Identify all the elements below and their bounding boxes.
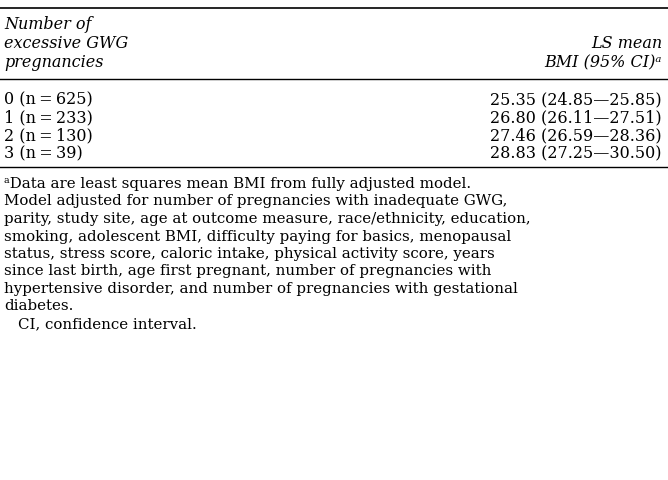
Text: status, stress score, caloric intake, physical activity score, years: status, stress score, caloric intake, ph… [4, 247, 495, 261]
Text: since last birth, age first pregnant, number of pregnancies with: since last birth, age first pregnant, nu… [4, 264, 492, 278]
Text: 26.80 (26.11—27.51): 26.80 (26.11—27.51) [490, 109, 662, 126]
Text: excessive GWG: excessive GWG [4, 35, 128, 52]
Text: 28.83 (27.25—30.50): 28.83 (27.25—30.50) [490, 145, 662, 162]
Text: 27.46 (26.59—28.36): 27.46 (26.59—28.36) [490, 127, 662, 144]
Text: ᵃData are least squares mean BMI from fully adjusted model.: ᵃData are least squares mean BMI from fu… [4, 177, 471, 191]
Text: BMI (95% CI)ᵃ: BMI (95% CI)ᵃ [544, 54, 662, 71]
Text: pregnancies: pregnancies [4, 54, 104, 71]
Text: CI, confidence interval.: CI, confidence interval. [18, 317, 197, 331]
Text: Number of: Number of [4, 16, 92, 33]
Text: 25.35 (24.85—25.85): 25.35 (24.85—25.85) [490, 91, 662, 108]
Text: smoking, adolescent BMI, difficulty paying for basics, menopausal: smoking, adolescent BMI, difficulty payi… [4, 229, 511, 243]
Text: hypertensive disorder, and number of pregnancies with gestational: hypertensive disorder, and number of pre… [4, 282, 518, 296]
Text: 2 (n = 130): 2 (n = 130) [4, 127, 93, 144]
Text: 1 (n = 233): 1 (n = 233) [4, 109, 93, 126]
Text: diabetes.: diabetes. [4, 300, 73, 313]
Text: Model adjusted for number of pregnancies with inadequate GWG,: Model adjusted for number of pregnancies… [4, 194, 508, 208]
Text: LS mean: LS mean [591, 35, 662, 52]
Text: parity, study site, age at outcome measure, race/ethnicity, education,: parity, study site, age at outcome measu… [4, 212, 530, 226]
Text: 0 (n = 625): 0 (n = 625) [4, 91, 93, 108]
Text: 3 (n = 39): 3 (n = 39) [4, 145, 83, 162]
